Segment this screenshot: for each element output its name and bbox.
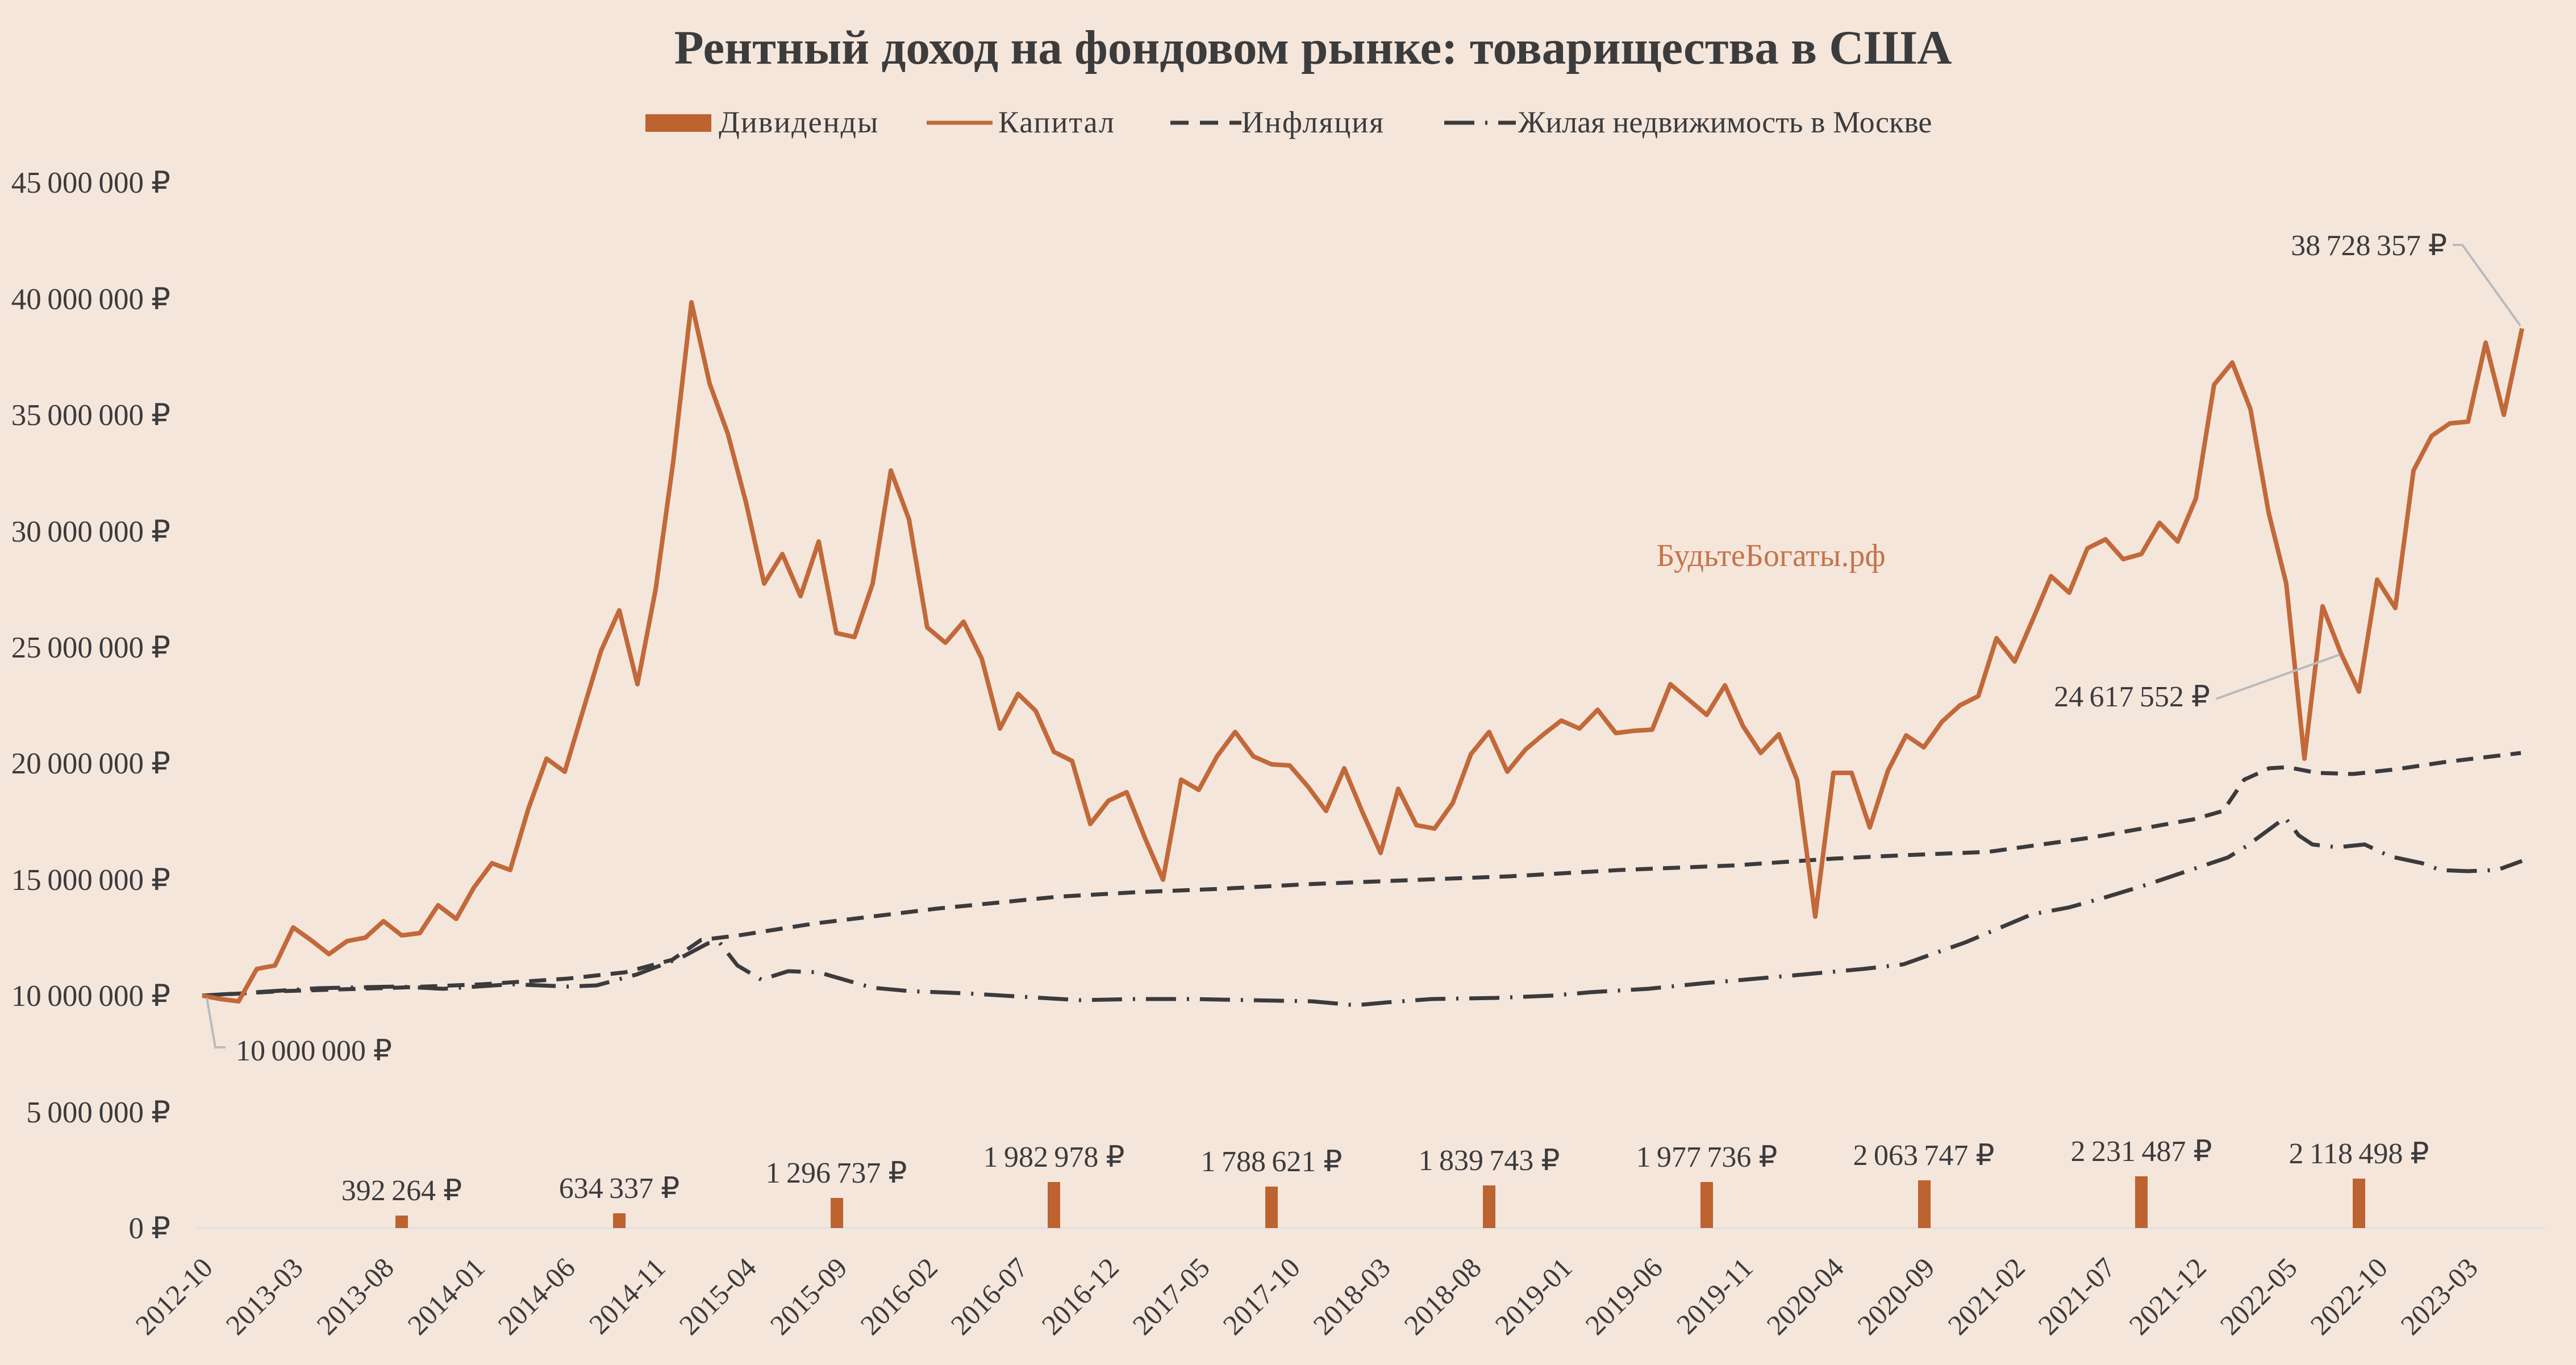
svg-text:10 000 000 ₽: 10 000 000 ₽ xyxy=(11,980,170,1013)
svg-text:5 000 000 ₽: 5 000 000 ₽ xyxy=(26,1096,170,1129)
svg-text:БудьтеБогаты.рф: БудьтеБогаты.рф xyxy=(1656,538,1885,573)
svg-text:24 617 552 ₽: 24 617 552 ₽ xyxy=(2054,681,2210,713)
svg-text:38 728 357 ₽: 38 728 357 ₽ xyxy=(2291,230,2447,262)
svg-text:2 118 498 ₽: 2 118 498 ₽ xyxy=(2289,1138,2429,1170)
svg-text:2 231 487 ₽: 2 231 487 ₽ xyxy=(2071,1135,2212,1168)
svg-text:Жилая недвижимость в Москве: Жилая недвижимость в Москве xyxy=(1518,105,1932,139)
svg-text:15 000 000 ₽: 15 000 000 ₽ xyxy=(11,864,170,897)
svg-text:Рентный доход на фондовом рынк: Рентный доход на фондовом рынке: товарищ… xyxy=(674,21,1952,74)
svg-text:40 000 000 ₽: 40 000 000 ₽ xyxy=(11,283,170,316)
svg-text:10 000 000 ₽: 10 000 000 ₽ xyxy=(236,1035,392,1067)
svg-text:1 788 621 ₽: 1 788 621 ₽ xyxy=(1201,1146,1343,1178)
svg-text:Капитал: Капитал xyxy=(998,105,1115,139)
svg-text:Дивиденды: Дивиденды xyxy=(719,105,879,139)
svg-text:30 000 000 ₽: 30 000 000 ₽ xyxy=(11,515,170,548)
svg-text:1 977 736 ₽: 1 977 736 ₽ xyxy=(1636,1141,1778,1173)
svg-text:0 ₽: 0 ₽ xyxy=(129,1212,170,1245)
svg-text:1 839 743 ₽: 1 839 743 ₽ xyxy=(1419,1145,1560,1177)
svg-text:Инфляция: Инфляция xyxy=(1241,105,1385,139)
svg-text:20 000 000 ₽: 20 000 000 ₽ xyxy=(11,747,170,780)
svg-text:35 000 000 ₽: 35 000 000 ₽ xyxy=(11,399,170,432)
svg-text:1 296 737 ₽: 1 296 737 ₽ xyxy=(766,1157,907,1189)
svg-text:1 982 978 ₽: 1 982 978 ₽ xyxy=(983,1141,1125,1173)
svg-text:25 000 000 ₽: 25 000 000 ₽ xyxy=(11,631,170,664)
svg-text:2 063 747 ₽: 2 063 747 ₽ xyxy=(1853,1139,1995,1172)
svg-text:45 000 000 ₽: 45 000 000 ₽ xyxy=(11,167,170,199)
svg-text:634 337 ₽: 634 337 ₽ xyxy=(559,1172,680,1205)
svg-text:392 264 ₽: 392 264 ₽ xyxy=(341,1175,462,1207)
